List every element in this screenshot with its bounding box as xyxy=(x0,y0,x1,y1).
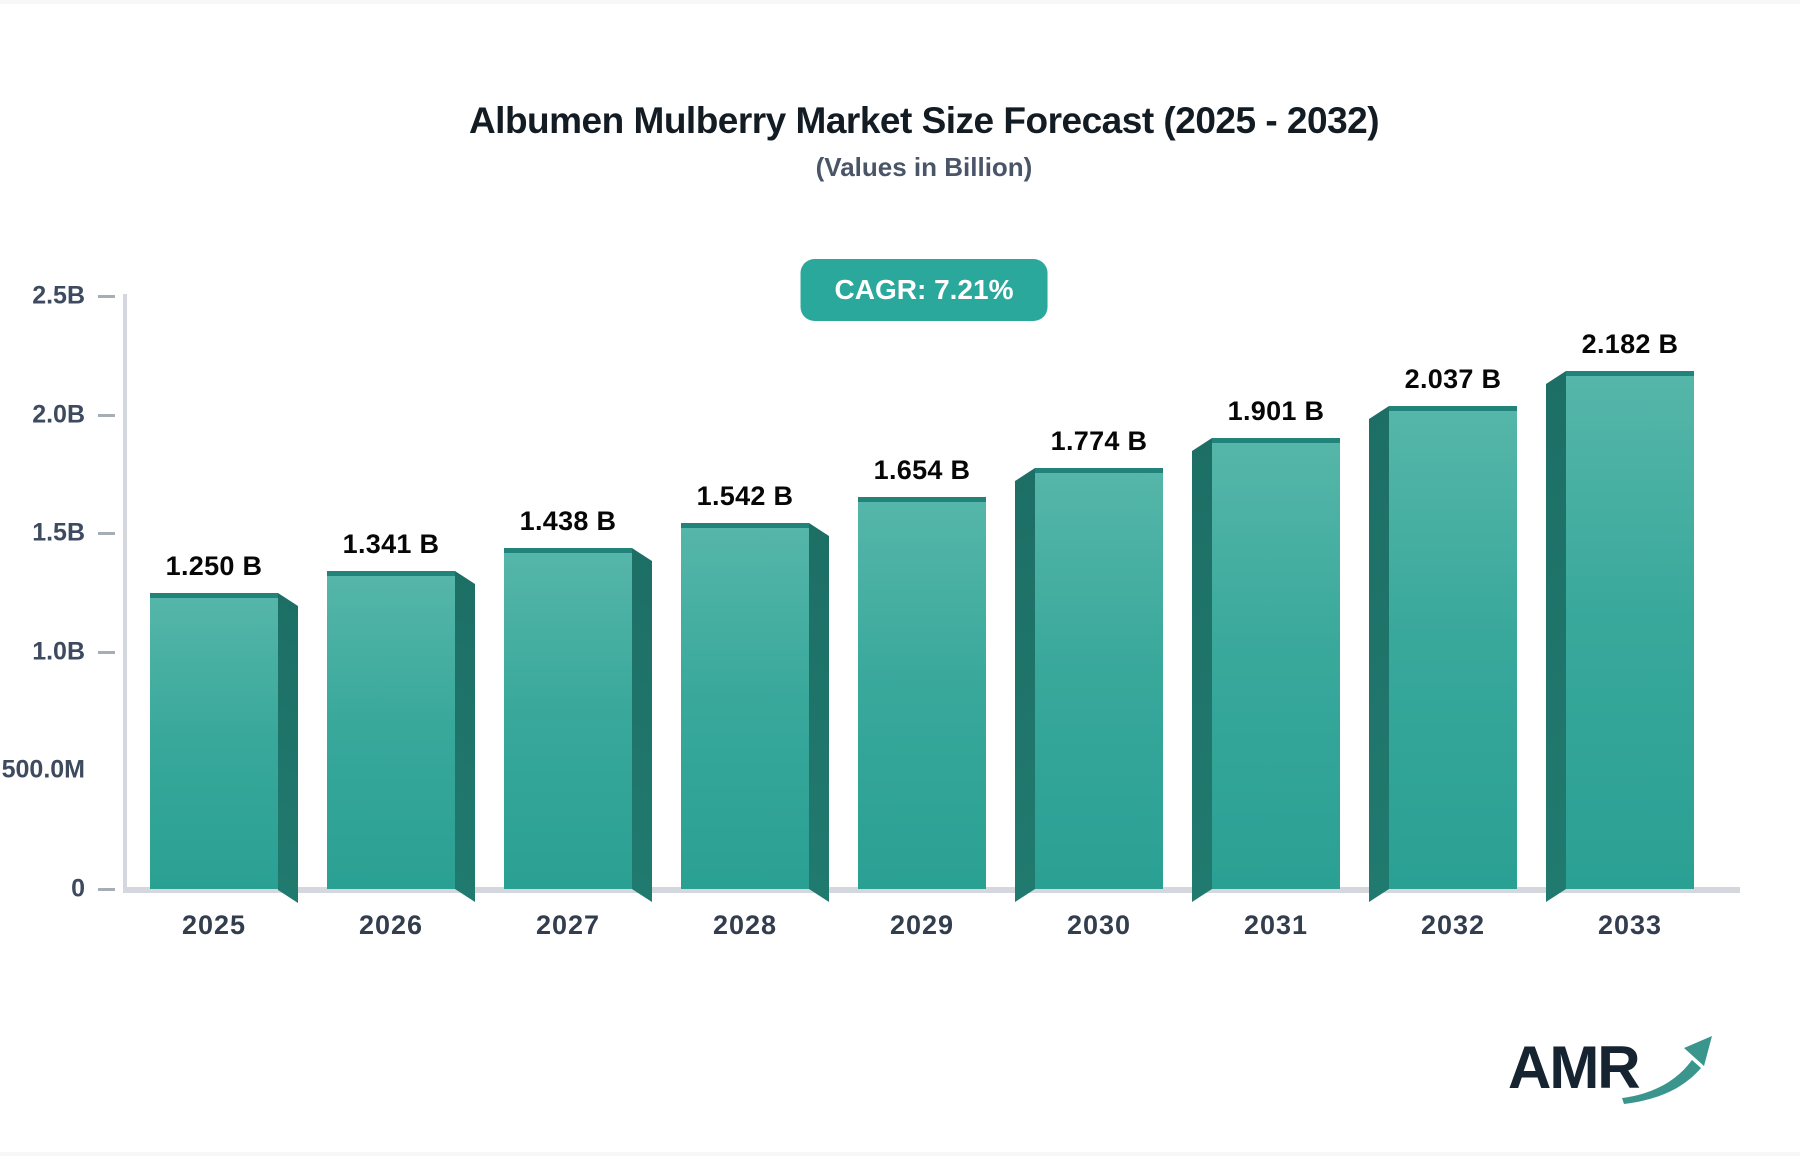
amr-logo: AMR xyxy=(1508,1026,1712,1106)
y-axis-tick xyxy=(98,413,115,417)
y-axis-label: 2.0B xyxy=(32,400,85,429)
bar-face xyxy=(1566,371,1694,889)
x-axis-label: 2033 xyxy=(1597,910,1663,940)
bar-value-label: 1.250 B xyxy=(165,550,263,581)
bar-value-label: 2.182 B xyxy=(1581,329,1679,360)
x-axis-label: 2026 xyxy=(358,910,424,940)
y-axis-line xyxy=(123,294,127,891)
bar-value-label: 1.654 B xyxy=(873,454,971,485)
cagr-badge: CAGR: 7.21% xyxy=(800,259,1048,321)
chart-subtitle: (Values in Billion) xyxy=(815,152,1033,182)
y-axis-tick xyxy=(98,650,115,654)
bar-side-face xyxy=(809,523,829,902)
amr-logo-text: AMR xyxy=(1508,1034,1641,1101)
bar-value-label: 2.037 B xyxy=(1404,363,1502,394)
y-axis-label: 500.0M xyxy=(1,755,85,784)
y-axis-tick xyxy=(98,532,115,536)
chart-title: Albumen Mulberry Market Size Forecast (2… xyxy=(468,100,1380,141)
bar-side-face xyxy=(1192,438,1212,902)
bar-value-label: 1.901 B xyxy=(1227,396,1325,427)
bar-face xyxy=(681,523,809,889)
bar-side-face xyxy=(632,547,652,902)
bar-side-face xyxy=(278,592,298,902)
x-axis-label: 2028 xyxy=(712,910,778,940)
x-axis-label: 2025 xyxy=(181,910,247,940)
bar-face xyxy=(327,570,455,889)
x-axis-label: 2027 xyxy=(535,910,601,940)
bar-value-label: 1.774 B xyxy=(1050,426,1148,457)
x-axis-label: 2032 xyxy=(1420,910,1486,940)
bar-face xyxy=(1035,468,1163,889)
x-axis-label: 2031 xyxy=(1243,910,1309,940)
bar-face xyxy=(858,496,986,889)
x-axis-label: 2029 xyxy=(889,910,955,940)
growth-arrow-icon xyxy=(1622,1036,1712,1104)
y-axis-tick xyxy=(98,295,115,298)
bar-face xyxy=(1212,438,1340,889)
x-axis-line xyxy=(123,887,1740,893)
x-axis-label: 2030 xyxy=(1066,910,1132,940)
y-axis-label: 1.0B xyxy=(32,637,85,666)
bar-side-face xyxy=(455,570,475,902)
bar-face xyxy=(1389,405,1517,889)
bar-value-label: 1.438 B xyxy=(519,505,617,536)
y-axis-tick xyxy=(98,888,115,891)
bar-value-label: 1.542 B xyxy=(696,481,794,512)
bar-face xyxy=(150,592,278,889)
bar-side-face xyxy=(1546,371,1566,902)
y-axis-label: 2.5B xyxy=(32,281,85,310)
bar-side-face xyxy=(1015,468,1035,902)
y-axis-label: 1.5B xyxy=(32,518,85,547)
plot-area: 2.5B 2.0B 1.5B 1.0B 500.0M 0 1.250 B 2025 1.341 … xyxy=(2,282,1740,940)
bar-face xyxy=(504,547,632,889)
bar-value-label: 1.341 B xyxy=(342,528,440,559)
y-axis-label: 0 xyxy=(71,874,85,903)
bar-side-face xyxy=(1369,405,1389,902)
